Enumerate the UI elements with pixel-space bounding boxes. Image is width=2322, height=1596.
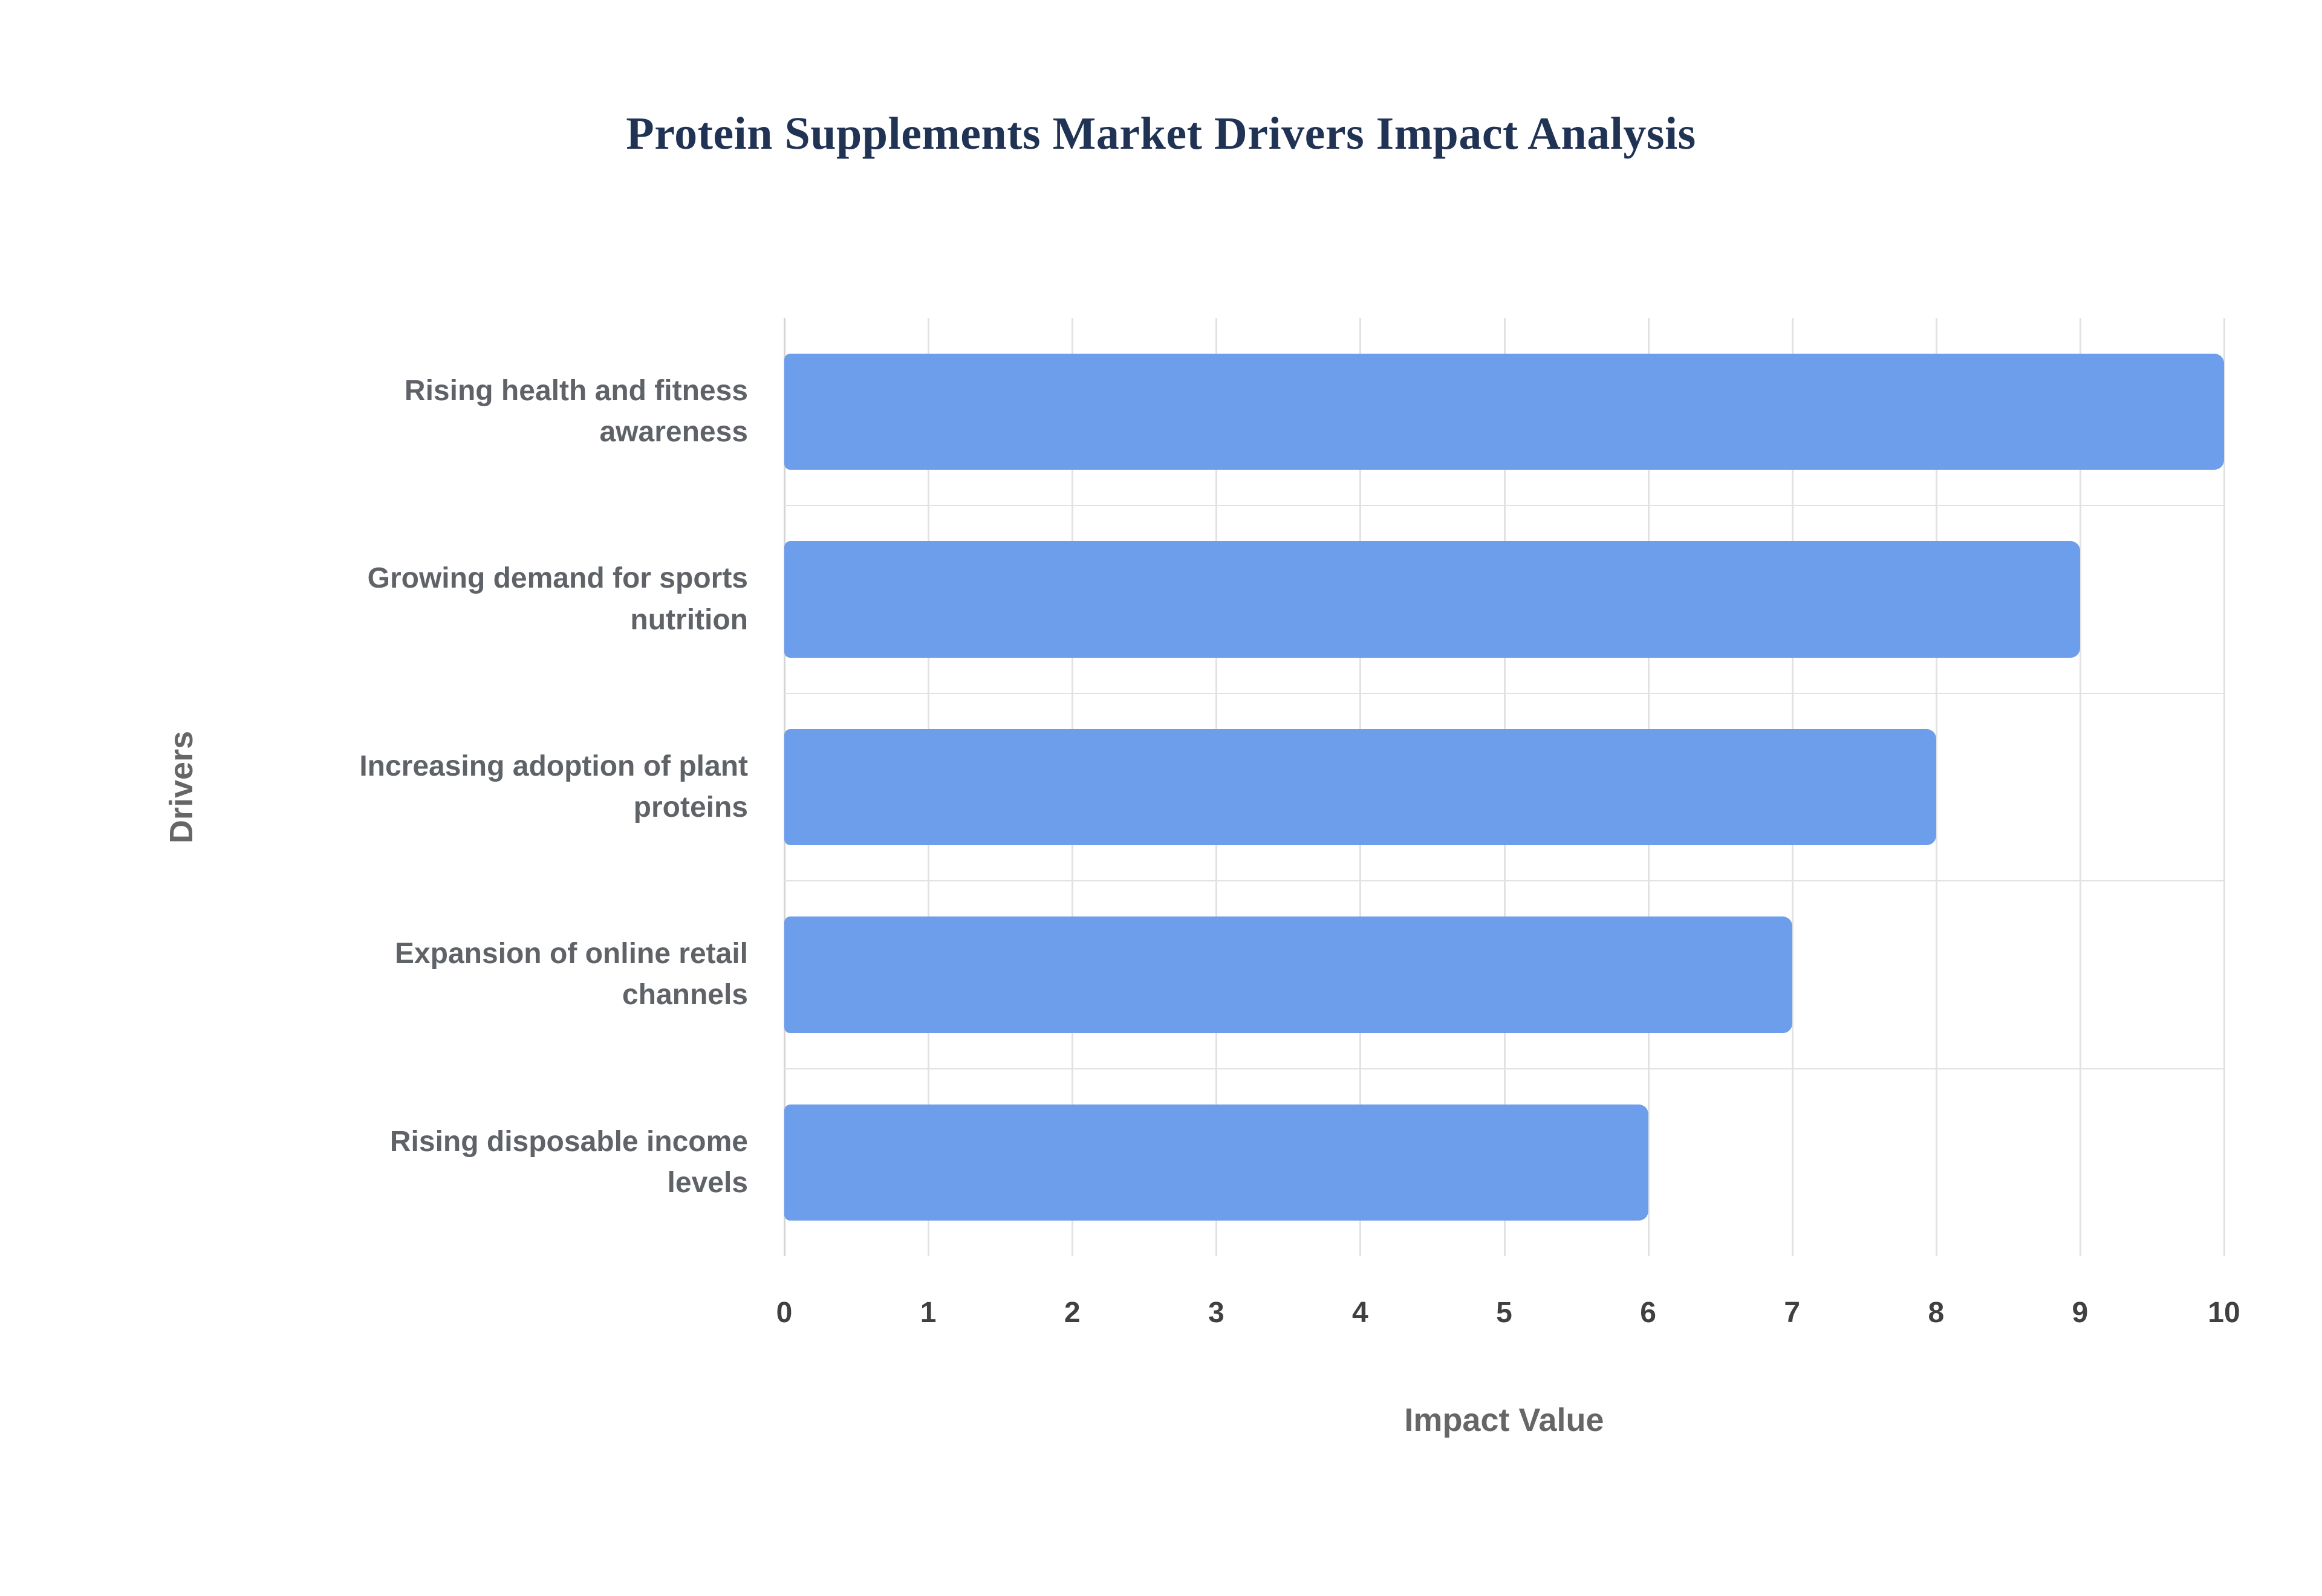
gridline-x-10: [2223, 318, 2225, 1256]
bar-growing-demand-for-sports-nutrition: [784, 541, 2080, 658]
category-label-3: Expansion of online retail channels: [394, 938, 748, 1011]
bar-row-4: [784, 1069, 2224, 1256]
x-axis-title: Impact Value: [1404, 1402, 1604, 1438]
x-tick-label-1: 1: [920, 1297, 937, 1329]
category-label-4: Rising disposable income levels: [389, 1125, 748, 1199]
category-label-1: Growing demand for sports nutrition: [367, 562, 748, 636]
row-gridline-3: [784, 880, 2224, 882]
bar-row-1: [784, 505, 2224, 693]
x-tick-label-0: 0: [776, 1297, 793, 1329]
x-tick-label-5: 5: [1496, 1297, 1512, 1329]
bar-expansion-of-online-retail-channels: [784, 916, 1792, 1033]
bar-rising-disposable-income-levels: [784, 1104, 1648, 1221]
category-axis-labels: Rising health and fitness awareness Growi…: [218, 318, 748, 1256]
bar-series: [784, 318, 2224, 1256]
x-tick-label-10: 10: [2208, 1297, 2240, 1329]
category-label-0: Rising health and fitness awareness: [404, 375, 748, 449]
gridline-x-9: [2079, 318, 2081, 1256]
y-axis-title: Drivers: [163, 730, 200, 844]
bar-row-2: [784, 693, 2224, 881]
bar-rising-health-and-fitness-awareness: [784, 353, 2224, 470]
chart-title: Protein Supplements Market Drivers Impac…: [626, 108, 1696, 159]
x-tick-label-2: 2: [1064, 1297, 1081, 1329]
gridline-x-8: [1935, 318, 1937, 1256]
x-tick-label-9: 9: [2072, 1297, 2089, 1329]
x-tick-label-6: 6: [1640, 1297, 1656, 1329]
bar-row-3: [784, 881, 2224, 1068]
category-label-2: Increasing adoption of plant proteins: [359, 750, 748, 824]
bar-increasing-adoption-of-plant-proteins: [784, 728, 1936, 846]
x-axis-tick-labels: 0 1 2 3 4 5 6 7 8 9 10: [776, 1256, 2240, 1347]
row-gridline-4: [784, 1068, 2224, 1069]
row-gridline-1: [784, 505, 2224, 507]
row-gridline-2: [784, 692, 2224, 694]
bar-row-0: [784, 318, 2224, 505]
x-tick-label-3: 3: [1208, 1297, 1224, 1329]
plot-area: [784, 318, 2225, 1256]
x-tick-label-8: 8: [1928, 1297, 1945, 1329]
x-tick-label-7: 7: [1784, 1297, 1801, 1329]
x-tick-label-4: 4: [1352, 1297, 1368, 1329]
